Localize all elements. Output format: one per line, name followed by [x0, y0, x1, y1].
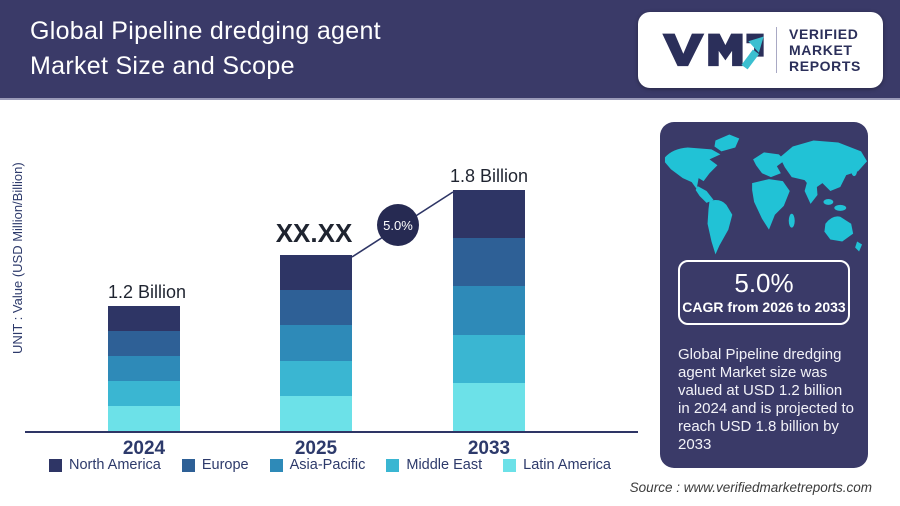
brand-line: REPORTS: [789, 58, 861, 74]
legend-item-asia-pacific: Asia-Pacific: [269, 457, 366, 473]
chart-area: UNIT : Value (USD Million/Billion) 1.2 B…: [0, 100, 660, 506]
bar-2033: [453, 190, 525, 432]
legend-item-latin-america: Latin America: [503, 457, 611, 473]
legend-label: Europe: [201, 457, 249, 473]
value-label-2025: XX.XX: [275, 218, 353, 248]
world-map-icon: [660, 128, 868, 258]
tick-2024: 2024: [122, 438, 166, 459]
legend-swatch: [48, 458, 62, 472]
header: Global Pipeline dredging agent Market Si…: [0, 0, 900, 100]
y-axis-label: UNIT : Value (USD Million/Billion): [10, 162, 25, 354]
legend-swatch: [503, 458, 517, 472]
x-axis-line: [25, 431, 638, 433]
brand-line: MARKET: [789, 42, 853, 58]
connector-line: [351, 191, 454, 258]
legend-item-middle-east: Middle East: [386, 457, 482, 473]
vmr-logo: VERIFIED MARKET REPORTS: [638, 12, 883, 88]
page-title-line1: Global Pipeline dredging agent: [30, 17, 381, 45]
brand-text: VERIFIED MARKET REPORTS: [789, 26, 861, 74]
tick-2033: 2033: [467, 438, 511, 459]
cagr-bubble: [377, 204, 419, 246]
sidebar-panel: 5.0% CAGR from 2026 to 2033 Global Pipel…: [660, 122, 868, 468]
legend-label: Latin America: [523, 457, 611, 473]
value-label-2024: 1.2 Billion: [108, 282, 187, 302]
legend-swatch: [386, 458, 400, 472]
logo-divider: [776, 27, 778, 73]
tick-2025: 2025: [294, 438, 338, 459]
value-label-2033: 1.8 Billion: [449, 166, 529, 186]
legend-label: North America: [68, 457, 161, 473]
legend-swatch: [181, 458, 195, 472]
legend-item-north-america: North America: [48, 457, 161, 473]
legend: North America Europe Asia-Pacific Middle…: [0, 457, 660, 473]
cagr-value: 5.0%: [734, 268, 794, 298]
cagr-box: 5.0% CAGR from 2026 to 2033: [678, 260, 850, 325]
page-title: Global Pipeline dredging agent Market Si…: [30, 14, 381, 84]
cagr-bubble-label: 5.0%: [383, 218, 413, 233]
legend-label: Asia-Pacific: [289, 457, 366, 473]
bar-2025: [280, 255, 352, 432]
source-note: Source : www.verifiedmarketreports.com: [629, 480, 872, 495]
page-title-line2: Market Size and Scope: [30, 52, 295, 80]
brand-line: VERIFIED: [789, 26, 859, 42]
vmr-logo-mark-icon: [660, 26, 764, 75]
market-description: Global Pipeline dredging agent Market si…: [678, 346, 854, 453]
bar-2024: [108, 306, 180, 431]
legend-swatch: [269, 458, 283, 472]
cagr-caption: CAGR from 2026 to 2033: [682, 299, 846, 315]
legend-label: Middle East: [406, 457, 483, 473]
legend-item-europe: Europe: [181, 457, 249, 473]
